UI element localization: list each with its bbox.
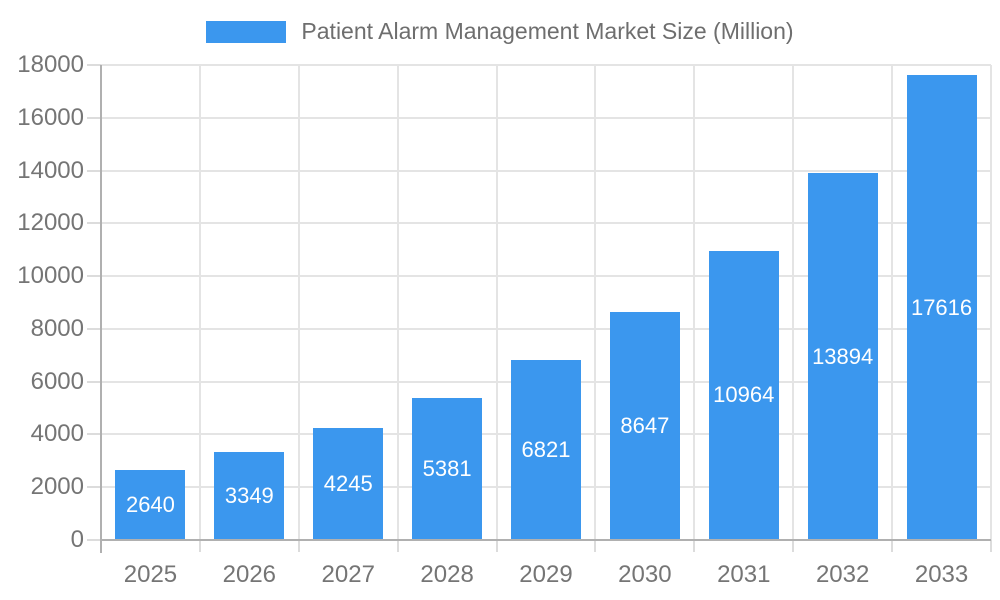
bar[interactable]: 3349 bbox=[214, 451, 285, 540]
gridline-vertical bbox=[990, 65, 992, 540]
gridline-horizontal bbox=[101, 275, 991, 278]
gridline-horizontal bbox=[101, 327, 991, 330]
x-axis-tick-label: 2025 bbox=[123, 561, 178, 588]
bar[interactable]: 4245 bbox=[313, 427, 384, 540]
y-axis-tick bbox=[87, 116, 101, 119]
x-axis-tick bbox=[891, 540, 894, 552]
gridline-horizontal bbox=[101, 116, 991, 119]
plot-area: 0 2000 4000 6000 8000 10000 12000 14000 16000 180… bbox=[17, 51, 992, 588]
x-axis-tick bbox=[297, 540, 300, 552]
x-axis-tick-label: 2030 bbox=[618, 561, 672, 588]
y-axis-tick-label: 12000 bbox=[17, 209, 84, 237]
y-axis-tick bbox=[87, 486, 101, 489]
gridline-vertical bbox=[297, 65, 300, 540]
bar-value-label: 10964 bbox=[713, 382, 775, 408]
y-axis-tick-label: 4000 bbox=[30, 420, 84, 448]
y-axis-tick bbox=[87, 380, 101, 383]
x-axis-tick-label: 2027 bbox=[321, 561, 375, 588]
bar-value-label: 17616 bbox=[910, 294, 973, 320]
y-axis-tick bbox=[87, 222, 101, 225]
bar-value-label: 8647 bbox=[620, 412, 670, 438]
x-axis-tick bbox=[495, 540, 498, 552]
legend: Patient Alarm Management Market Size (Mi… bbox=[0, 18, 1000, 45]
bar[interactable]: 2640 bbox=[115, 470, 186, 540]
x-axis-tick bbox=[396, 540, 399, 552]
gridline-horizontal bbox=[101, 169, 991, 172]
y-axis-tick-label: 2000 bbox=[30, 473, 84, 501]
gridline-vertical bbox=[594, 65, 597, 540]
x-axis-line bbox=[101, 539, 991, 541]
x-axis-tick bbox=[198, 540, 201, 552]
bar-value-label: 3349 bbox=[224, 482, 274, 508]
bar-value-label: 4245 bbox=[323, 470, 373, 496]
y-axis-tick bbox=[87, 169, 101, 172]
bar-value-label: 5381 bbox=[422, 455, 472, 481]
bar-value-label: 6821 bbox=[521, 436, 571, 462]
x-axis-tick-label: 2031 bbox=[717, 561, 771, 588]
x-axis-tick bbox=[594, 540, 597, 552]
x-axis-tick bbox=[693, 540, 696, 552]
y-axis-tick-label: 8000 bbox=[30, 314, 84, 342]
y-axis-tick-label: 18000 bbox=[17, 51, 84, 78]
bar[interactable]: 8647 bbox=[609, 311, 680, 540]
y-axis-tick bbox=[87, 433, 101, 436]
gridline-horizontal bbox=[101, 222, 991, 225]
y-axis-tick bbox=[87, 275, 101, 278]
y-axis-tick bbox=[87, 327, 101, 330]
bar[interactable]: 13894 bbox=[807, 173, 878, 540]
x-axis-tick bbox=[792, 540, 795, 552]
y-axis-tick-label: 10000 bbox=[17, 262, 84, 290]
bar[interactable]: 6821 bbox=[511, 360, 581, 540]
gridline-vertical bbox=[495, 65, 498, 540]
bar-value-label: 2640 bbox=[125, 492, 175, 518]
gridline-vertical bbox=[693, 65, 696, 540]
gridline-vertical bbox=[891, 65, 894, 540]
y-axis-tick-label: 16000 bbox=[17, 103, 84, 131]
bar-value-label: 13894 bbox=[812, 343, 874, 369]
x-axis-tick-label: 2028 bbox=[420, 561, 474, 588]
bar[interactable]: 5381 bbox=[412, 398, 483, 540]
gridline-vertical bbox=[396, 65, 399, 540]
legend-label: Patient Alarm Management Market Size (Mi… bbox=[301, 18, 794, 44]
gridline-vertical bbox=[198, 65, 201, 540]
x-axis-tick-label: 2029 bbox=[519, 561, 573, 588]
gridline-vertical bbox=[792, 65, 795, 540]
legend-item[interactable]: Patient Alarm Management Market Size (Mi… bbox=[206, 18, 794, 45]
y-axis-tick bbox=[87, 539, 101, 541]
y-axis-tick-label: 6000 bbox=[30, 367, 84, 395]
y-axis-tick-label: 14000 bbox=[17, 156, 84, 184]
y-axis-tick-label: 0 bbox=[70, 526, 84, 553]
legend-swatch-icon bbox=[206, 20, 287, 43]
bar[interactable]: 10964 bbox=[708, 250, 779, 540]
x-axis-tick-label: 2032 bbox=[815, 561, 870, 588]
bar[interactable]: 17616 bbox=[906, 75, 977, 540]
gridline-horizontal bbox=[101, 64, 991, 66]
y-axis-line bbox=[100, 65, 102, 553]
x-axis-tick bbox=[990, 540, 992, 552]
x-axis-tick-label: 2026 bbox=[222, 561, 277, 588]
x-axis-tick-label: 2033 bbox=[914, 561, 969, 588]
y-axis-tick bbox=[87, 64, 101, 66]
